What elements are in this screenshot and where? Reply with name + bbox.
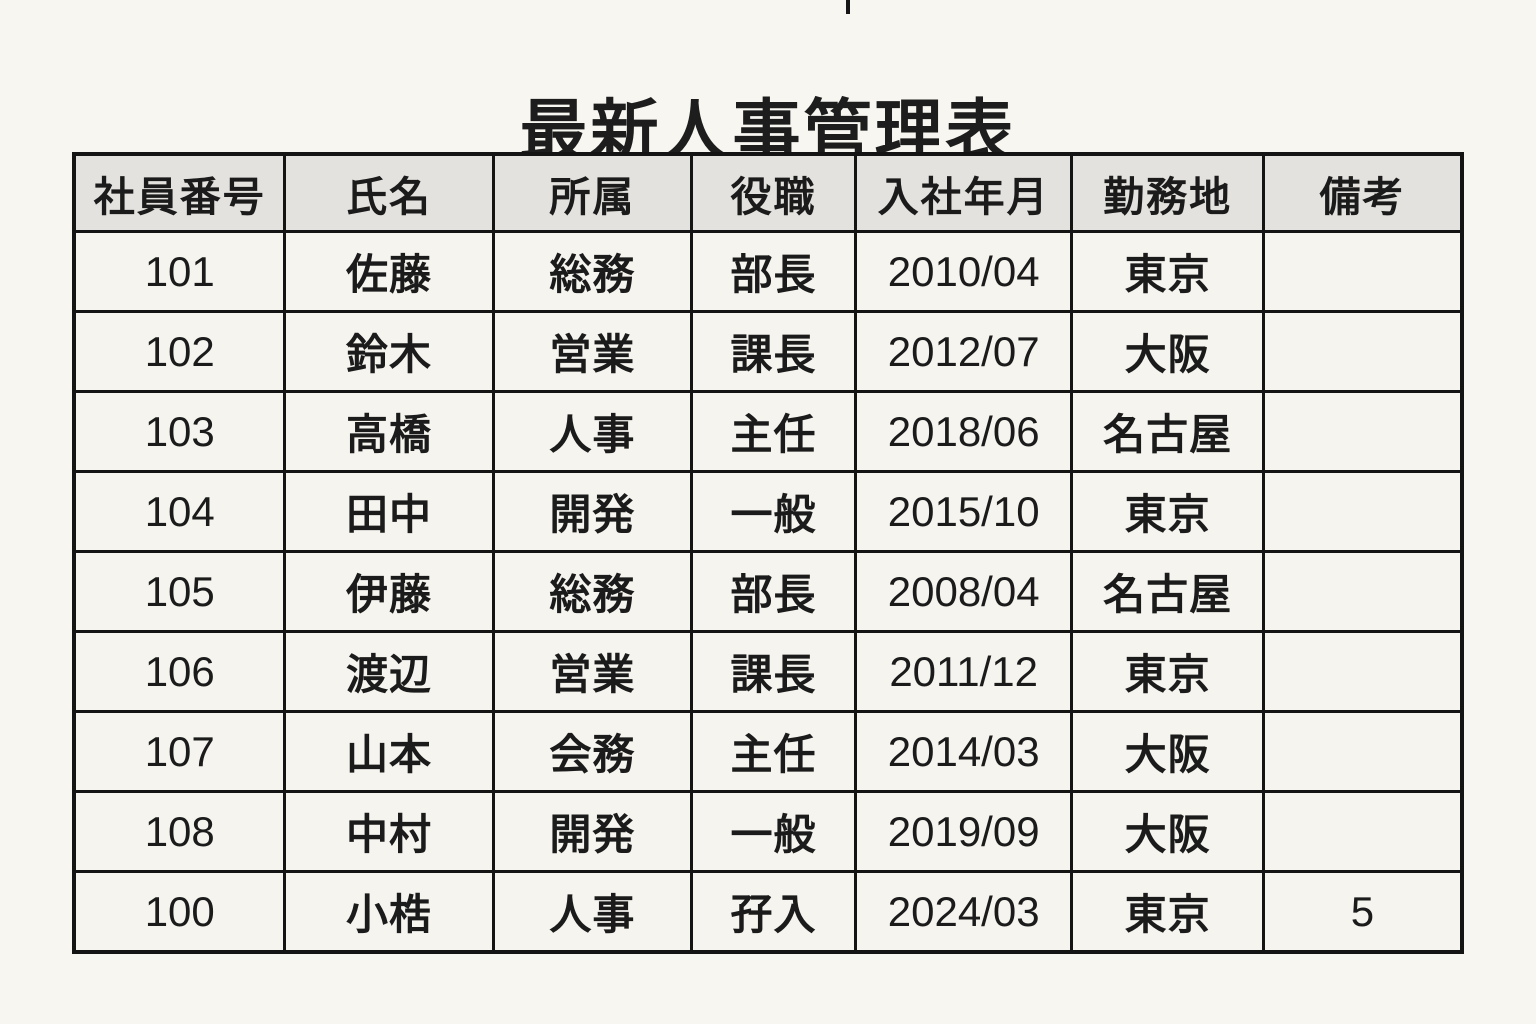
cell-name: 佐藤 — [283, 230, 495, 313]
cell-employee-id: 106 — [72, 630, 287, 713]
cell-remarks — [1261, 390, 1464, 473]
cell-position: 部長 — [690, 550, 857, 633]
table-row: 103 高橋 人事 主任 2018/06 名古屋 — [72, 390, 1464, 473]
cell-location: 大阪 — [1070, 790, 1265, 873]
cell-name: 高橋 — [283, 390, 495, 473]
cell-name: 渡辺 — [283, 630, 495, 713]
cell-department: 会務 — [491, 710, 694, 793]
cell-remarks — [1261, 710, 1464, 793]
cell-hire-date: 2014/03 — [853, 710, 1074, 793]
cell-name: 中村 — [283, 790, 495, 873]
cell-remarks — [1261, 470, 1464, 553]
cell-remarks — [1261, 790, 1464, 873]
cell-name: 山本 — [283, 710, 495, 793]
column-header-employee-id: 社員番号 — [72, 152, 287, 233]
cell-department: 営業 — [491, 630, 694, 713]
cell-department: 総務 — [491, 550, 694, 633]
cell-position: 課長 — [690, 310, 857, 393]
table-row: 107 山本 会務 主任 2014/03 大阪 — [72, 710, 1464, 793]
top-tick-mark — [846, 0, 850, 14]
column-header-hire-date: 入社年月 — [853, 152, 1074, 233]
cell-hire-date: 2015/10 — [853, 470, 1074, 553]
cell-employee-id: 103 — [72, 390, 287, 473]
cell-employee-id: 107 — [72, 710, 287, 793]
cell-department: 開発 — [491, 470, 694, 553]
table-row: 100 小梏 人事 孖入 2024/03 東京 5 — [72, 870, 1464, 954]
table-row: 104 田中 開発 一般 2015/10 東京 — [72, 470, 1464, 553]
cell-employee-id: 102 — [72, 310, 287, 393]
cell-location: 東京 — [1070, 470, 1265, 553]
cell-hire-date: 2010/04 — [853, 230, 1074, 313]
cell-location: 東京 — [1070, 630, 1265, 713]
table-header: 社員番号 氏名 所属 役職 入社年月 勤務地 備考 — [72, 152, 1464, 233]
cell-employee-id: 101 — [72, 230, 287, 313]
cell-position: 課長 — [690, 630, 857, 713]
column-header-location: 勤務地 — [1070, 152, 1265, 233]
cell-hire-date: 2012/07 — [853, 310, 1074, 393]
cell-department: 人事 — [491, 390, 694, 473]
cell-remarks: 5 — [1261, 870, 1464, 954]
table-row: 108 中村 開発 一般 2019/09 大阪 — [72, 790, 1464, 873]
cell-hire-date: 2018/06 — [853, 390, 1074, 473]
column-header-department: 所属 — [491, 152, 694, 233]
table-row: 102 鈴木 営業 課長 2012/07 大阪 — [72, 310, 1464, 393]
cell-hire-date: 2011/12 — [853, 630, 1074, 713]
cell-location: 名古屋 — [1070, 550, 1265, 633]
cell-hire-date: 2019/09 — [853, 790, 1074, 873]
cell-name: 鈴木 — [283, 310, 495, 393]
cell-location: 東京 — [1070, 870, 1265, 954]
cell-department: 開発 — [491, 790, 694, 873]
cell-location: 東京 — [1070, 230, 1265, 313]
cell-hire-date: 2024/03 — [853, 870, 1074, 954]
cell-position: 一般 — [690, 470, 857, 553]
cell-employee-id: 108 — [72, 790, 287, 873]
table-body: 101 佐藤 総務 部長 2010/04 東京 102 鈴木 営業 課長 2012/07 大阪 103 高… — [72, 230, 1464, 954]
cell-name: 小梏 — [283, 870, 495, 954]
cell-position: 孖入 — [690, 870, 857, 954]
cell-position: 部長 — [690, 230, 857, 313]
cell-position: 主任 — [690, 710, 857, 793]
table-row: 101 佐藤 総務 部長 2010/04 東京 — [72, 230, 1464, 313]
column-header-position: 役職 — [690, 152, 857, 233]
cell-name: 伊藤 — [283, 550, 495, 633]
cell-position: 主任 — [690, 390, 857, 473]
cell-location: 名古屋 — [1070, 390, 1265, 473]
cell-department: 総務 — [491, 230, 694, 313]
header-row: 社員番号 氏名 所属 役職 入社年月 勤務地 備考 — [72, 152, 1464, 233]
cell-remarks — [1261, 230, 1464, 313]
column-header-remarks: 備考 — [1261, 152, 1464, 233]
employee-table: 社員番号 氏名 所属 役職 入社年月 勤務地 備考 101 佐藤 総務 部長 2010/04 東京 10… — [72, 152, 1464, 954]
column-header-name: 氏名 — [283, 152, 495, 233]
cell-hire-date: 2008/04 — [853, 550, 1074, 633]
cell-remarks — [1261, 310, 1464, 393]
cell-position: 一般 — [690, 790, 857, 873]
cell-employee-id: 104 — [72, 470, 287, 553]
cell-location: 大阪 — [1070, 310, 1265, 393]
cell-location: 大阪 — [1070, 710, 1265, 793]
cell-department: 人事 — [491, 870, 694, 954]
cell-employee-id: 105 — [72, 550, 287, 633]
table-row: 106 渡辺 営業 課長 2011/12 東京 — [72, 630, 1464, 713]
cell-name: 田中 — [283, 470, 495, 553]
cell-remarks — [1261, 550, 1464, 633]
cell-remarks — [1261, 630, 1464, 713]
cell-department: 営業 — [491, 310, 694, 393]
cell-employee-id: 100 — [72, 870, 287, 954]
table-row: 105 伊藤 総務 部長 2008/04 名古屋 — [72, 550, 1464, 633]
